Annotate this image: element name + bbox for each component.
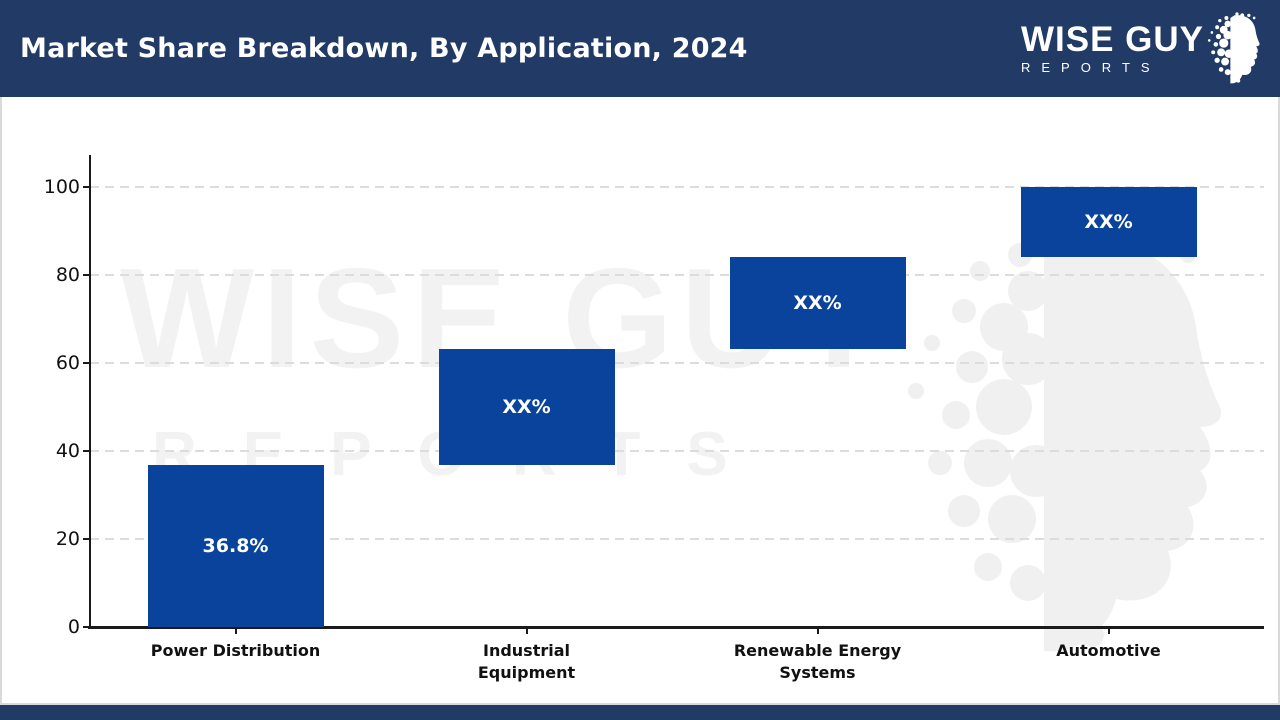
x-axis-tick: [234, 627, 237, 634]
gridline: [90, 450, 1264, 452]
y-axis-tick: [83, 274, 90, 276]
bar-value-label: 36.8%: [202, 535, 269, 558]
y-axis-tick-label: 60: [55, 352, 80, 374]
x-axis-tick: [525, 627, 528, 634]
y-axis-tick-label: 0: [67, 616, 80, 638]
x-axis-line: [88, 626, 1264, 629]
y-axis-tick-label: 100: [43, 176, 80, 198]
brand-face-icon: [1207, 11, 1260, 83]
y-axis-tick: [83, 538, 90, 540]
y-axis-tick: [83, 362, 90, 364]
page-title: Market Share Breakdown, By Application, …: [20, 33, 748, 64]
footer-bar: [0, 705, 1280, 720]
header-bar: Market Share Breakdown, By Application, …: [0, 0, 1280, 97]
x-axis-tick: [1107, 627, 1110, 634]
x-axis-category-label: Industrial Equipment: [477, 641, 576, 682]
brand-logo: WISE GUY REPORTS: [1021, 11, 1280, 87]
brand-wordmark: WISE GUY REPORTS: [1021, 22, 1204, 75]
gridline: [90, 186, 1264, 188]
x-axis-category-label: Power Distribution: [150, 641, 321, 660]
y-axis-tick-label: 80: [55, 264, 80, 286]
y-axis-tick: [83, 450, 90, 452]
x-axis-category-label: Automotive: [1056, 641, 1161, 660]
brand-tagline: REPORTS: [1020, 60, 1161, 75]
gridline: [90, 274, 1264, 276]
y-axis-line: [89, 155, 91, 627]
gridline: [90, 538, 1264, 540]
bar-segment: XX%: [438, 348, 615, 466]
y-axis-tick: [83, 626, 90, 628]
bar-value-label: XX%: [502, 395, 551, 418]
bar-segment: XX%: [1020, 187, 1197, 257]
x-axis-tick: [816, 627, 819, 634]
y-axis-tick-label: 40: [55, 440, 80, 462]
y-axis-tick-label: 20: [55, 528, 80, 550]
y-axis-tick: [83, 186, 90, 188]
x-axis-category-label: Renewable Energy Systems: [733, 641, 902, 682]
bar-value-label: XX%: [1084, 210, 1133, 233]
chart-panel: WISE GUY REPORTS 02040608010036.8%Power …: [0, 97, 1280, 705]
bar-value-label: XX%: [793, 291, 842, 314]
bar-segment: 36.8%: [147, 465, 324, 627]
bar-segment: XX%: [729, 256, 906, 349]
waterfall-chart: 0 20 40 60 80 100 36.8% Power Distribution XX% In…: [2, 97, 1278, 703]
gridline: [90, 362, 1264, 364]
brand-name: WISE GUY: [1020, 20, 1204, 59]
